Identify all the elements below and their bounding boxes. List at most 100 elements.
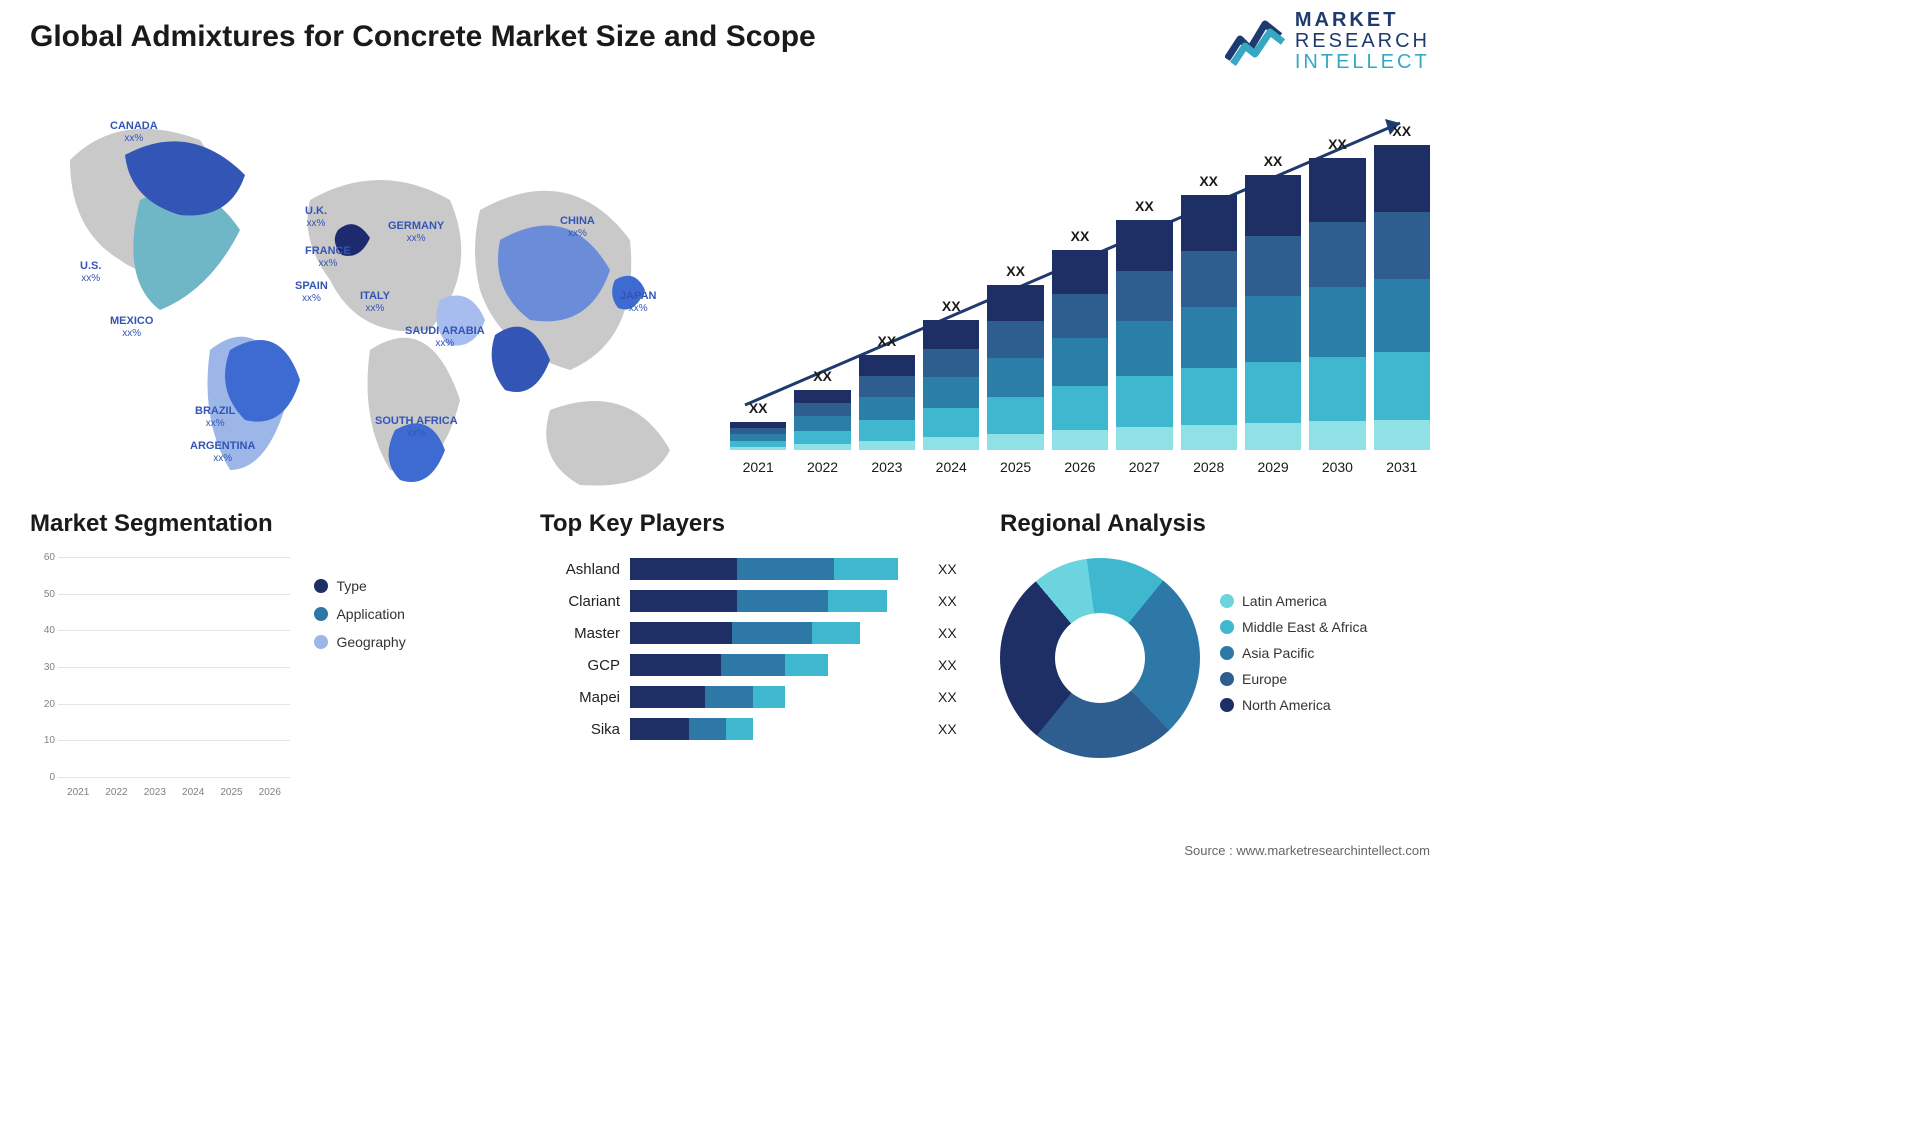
growth-bar-segment — [1181, 195, 1237, 251]
logo-text: MARKET RESEARCH INTELLECT — [1295, 10, 1430, 73]
growth-bar-segment — [1245, 175, 1301, 236]
growth-bar-segment — [1052, 294, 1108, 338]
growth-xaxis-label: 2028 — [1181, 459, 1237, 475]
map-label: U.K.xx% — [305, 205, 327, 229]
growth-xaxis-label: 2023 — [859, 459, 915, 475]
legend-label: Europe — [1242, 671, 1287, 687]
growth-bar-segment — [1052, 386, 1108, 430]
growth-bar-segment — [859, 355, 915, 376]
growth-bar-label: XX — [1052, 228, 1108, 244]
regional-legend-item: Asia Pacific — [1220, 645, 1367, 661]
growth-bar-segment — [1309, 287, 1365, 357]
growth-xaxis-label: 2031 — [1374, 459, 1430, 475]
growth-bar: XX — [794, 390, 850, 450]
player-value: XX — [930, 625, 970, 641]
growth-xaxis-label: 2027 — [1116, 459, 1172, 475]
legend-swatch — [1220, 594, 1234, 608]
growth-bar-segment — [987, 321, 1043, 357]
growth-bar-label: XX — [859, 333, 915, 349]
growth-bar-segment — [730, 434, 786, 441]
growth-bar-segment — [794, 403, 850, 416]
regional-donut — [1000, 558, 1200, 758]
growth-bar: XX — [1374, 145, 1430, 450]
growth-bar-segment — [1245, 296, 1301, 362]
growth-bar-segment — [1181, 425, 1237, 451]
growth-bar-segment — [794, 416, 850, 430]
legend-swatch — [1220, 698, 1234, 712]
regional-legend: Latin America Middle East & Africa Asia Pa… — [1220, 593, 1367, 723]
seg-xaxis-label: 2024 — [177, 787, 209, 798]
seg-xaxis-label: 2026 — [254, 787, 286, 798]
player-bar-segment — [828, 590, 887, 612]
growth-bar: XX — [923, 320, 979, 450]
players-section: Top Key Players AshlandXXClariantXXMaste… — [540, 510, 970, 740]
player-bar-segment — [726, 718, 753, 740]
growth-bar-segment — [1374, 420, 1430, 451]
player-bar-segment — [834, 558, 898, 580]
player-label: Clariant — [540, 593, 630, 610]
donut-hole — [1055, 613, 1145, 703]
player-value: XX — [930, 689, 970, 705]
seg-legend-item: Application — [314, 606, 405, 622]
growth-bar-segment — [1052, 250, 1108, 294]
growth-bar-segment — [730, 447, 786, 450]
growth-bar-segment — [1245, 423, 1301, 451]
growth-bar-segment — [1181, 251, 1237, 307]
page-title: Global Admixtures for Concrete Market Si… — [30, 20, 816, 54]
growth-xaxis-label: 2030 — [1309, 459, 1365, 475]
growth-bar-label: XX — [1116, 198, 1172, 214]
legend-label: Middle East & Africa — [1242, 619, 1367, 635]
logo-mark-icon — [1225, 14, 1285, 69]
growth-bar-segment — [987, 285, 1043, 321]
seg-xaxis-label: 2025 — [215, 787, 247, 798]
growth-bar-segment — [987, 358, 1043, 398]
growth-bar-label: XX — [1309, 136, 1365, 152]
player-bar-segment — [785, 654, 828, 676]
growth-bar-segment — [1052, 430, 1108, 450]
map-label: ARGENTINAxx% — [190, 440, 255, 464]
growth-xaxis-label: 2022 — [794, 459, 850, 475]
seg-legend-item: Type — [314, 578, 405, 594]
player-label: Master — [540, 625, 630, 642]
seg-xaxis-label: 2021 — [62, 787, 94, 798]
player-value: XX — [930, 721, 970, 737]
growth-bar-label: XX — [923, 298, 979, 314]
growth-bar: XX — [987, 285, 1043, 450]
player-bar-segment — [630, 558, 737, 580]
growth-bar-label: XX — [1374, 123, 1430, 139]
regional-legend-item: Europe — [1220, 671, 1367, 687]
player-bar-segment — [753, 686, 785, 708]
player-value: XX — [930, 561, 970, 577]
growth-bar-segment — [1309, 421, 1365, 450]
player-label: Sika — [540, 721, 630, 738]
world-map: CANADAxx%U.S.xx%MEXICOxx%BRAZILxx%ARGENT… — [30, 90, 690, 490]
seg-xaxis-label: 2023 — [139, 787, 171, 798]
growth-bar-segment — [794, 431, 850, 444]
map-label: INDIAxx% — [510, 345, 540, 369]
growth-bar: XX — [859, 355, 915, 450]
logo-line1: MARKET — [1295, 10, 1430, 31]
growth-bar-segment — [1116, 376, 1172, 427]
map-label: FRANCExx% — [305, 245, 351, 269]
player-bar — [630, 654, 828, 676]
player-bar-segment — [732, 622, 812, 644]
legend-label: North America — [1242, 697, 1331, 713]
logo-line3: INTELLECT — [1295, 52, 1430, 73]
seg-xaxis-label: 2022 — [100, 787, 132, 798]
regional-section: Regional Analysis Latin AmericaMiddle Ea… — [1000, 510, 1430, 758]
growth-bar-segment — [987, 434, 1043, 451]
legend-label: Application — [336, 606, 405, 622]
map-label: GERMANYxx% — [388, 220, 444, 244]
growth-chart: XXXXXXXXXXXXXXXXXXXXXX 20212022202320242… — [730, 95, 1430, 475]
legend-swatch — [314, 635, 328, 649]
player-value: XX — [930, 593, 970, 609]
map-label: JAPANxx% — [620, 290, 656, 314]
player-bar-segment — [812, 622, 860, 644]
regional-legend-item: Latin America — [1220, 593, 1367, 609]
growth-bar-segment — [1116, 427, 1172, 450]
segmentation-chart: 0102030405060 202120222023202420252026 — [30, 558, 290, 798]
player-value: XX — [930, 657, 970, 673]
growth-bar-segment — [794, 390, 850, 403]
segmentation-title: Market Segmentation — [30, 510, 480, 538]
growth-bar: XX — [1116, 220, 1172, 450]
